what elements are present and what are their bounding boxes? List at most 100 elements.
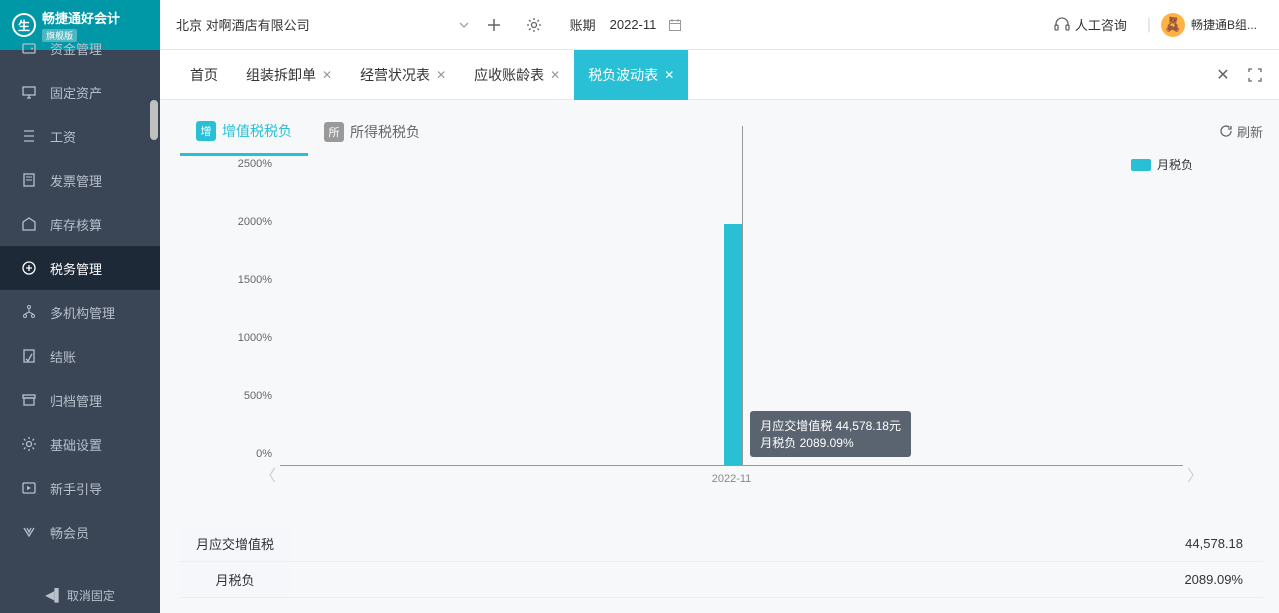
sidebar-pin-toggle[interactable]: ◀▌ 取消固定 [0, 577, 160, 613]
pin-icon: ◀▌ [45, 588, 63, 602]
sub-tab-0[interactable]: 增增值税税负 [180, 108, 308, 156]
refresh-label: 刷新 [1237, 122, 1263, 141]
sub-tabs: 增增值税税负所所得税税负 刷新 [180, 108, 1263, 156]
sidebar-item-9[interactable]: 基础设置 [0, 422, 160, 466]
consult-label: 人工咨询 [1075, 15, 1127, 34]
tab-label: 首页 [190, 65, 218, 85]
company-selector[interactable]: 北京 对啊酒店有限公司 [176, 15, 318, 34]
chevron-down-icon[interactable] [458, 19, 470, 31]
sub-tab-label: 所得税税负 [350, 122, 420, 142]
tab-label: 经营状况表 [360, 65, 430, 85]
legend-swatch [1131, 159, 1151, 171]
sub-tab-icon: 所 [324, 122, 344, 142]
vip-icon [20, 523, 38, 541]
fullscreen-button[interactable] [1239, 59, 1271, 91]
refresh-icon [1219, 124, 1233, 138]
data-table: 月应交增值税44,578.18月税负2089.09% [180, 526, 1263, 598]
table-row-label: 月应交增值税 [180, 526, 290, 561]
refresh-button[interactable]: 刷新 [1219, 122, 1263, 141]
period-label: 账期 [570, 15, 596, 34]
tab-close-icon[interactable]: ✕ [550, 68, 560, 82]
sidebar-item-label: 新手引导 [50, 479, 102, 498]
user-avatar[interactable]: 🧸 [1161, 13, 1185, 37]
tab-label: 应收账龄表 [474, 65, 544, 85]
table-row: 月应交增值税44,578.18 [180, 526, 1263, 562]
tab-4[interactable]: 税负波动表 ✕ [574, 50, 688, 100]
guide-icon [20, 479, 38, 497]
sidebar-item-label: 发票管理 [50, 171, 102, 190]
calendar-icon[interactable] [668, 18, 682, 32]
tabs-actions: ✕ [1207, 59, 1279, 91]
settings-icon [20, 435, 38, 453]
org-icon [20, 303, 38, 321]
sidebar-item-4[interactable]: 库存核算 [0, 202, 160, 246]
period-value[interactable]: 2022-11 [604, 15, 663, 34]
sidebar-item-7[interactable]: 结账 [0, 334, 160, 378]
y-tick: 2000% [238, 216, 272, 228]
tab-close-icon[interactable]: ✕ [436, 68, 446, 82]
invoice-icon [20, 171, 38, 189]
wallet-icon [20, 39, 38, 57]
asset-icon [20, 83, 38, 101]
sidebar-item-2[interactable]: 工资 [0, 114, 160, 158]
tab-label: 组装拆卸单 [246, 65, 316, 85]
tab-0[interactable]: 首页 [176, 50, 232, 100]
sidebar-item-label: 畅会员 [50, 523, 89, 542]
y-axis: 0%500%1000%1500%2000%2500% [230, 176, 280, 466]
sub-tab-icon: 增 [196, 121, 216, 141]
chart-tooltip: 月应交增值税 44,578.18元月税负 2089.09% [750, 411, 911, 457]
chart-guide-line [742, 126, 743, 465]
company-name: 北京 对啊酒店有限公司 [176, 15, 310, 34]
table-row: 月税负2089.09% [180, 562, 1263, 598]
settings-button[interactable] [518, 9, 550, 41]
close-book-icon [20, 347, 38, 365]
sidebar-item-label: 税务管理 [50, 259, 102, 278]
sidebar-item-label: 多机构管理 [50, 303, 115, 322]
sidebar: 生 畅捷通好会计 旗舰版 资金管理固定资产工资发票管理库存核算税务管理多机构管理… [0, 0, 160, 613]
close-tab-button[interactable]: ✕ [1207, 59, 1239, 91]
tab-1[interactable]: 组装拆卸单 ✕ [232, 50, 346, 100]
chart-bar[interactable] [724, 224, 742, 465]
salary-icon [20, 127, 38, 145]
tab-label: 税负波动表 [588, 65, 658, 85]
sidebar-item-label: 固定资产 [50, 83, 102, 102]
headset-icon [1053, 16, 1071, 34]
y-tick: 1000% [238, 332, 272, 344]
tab-3[interactable]: 应收账龄表 ✕ [460, 50, 574, 100]
tax-chart: 月税负 0%500%1000%1500%2000%2500% 2022-11 月… [180, 156, 1263, 496]
archive-icon [20, 391, 38, 409]
sidebar-item-3[interactable]: 发票管理 [0, 158, 160, 202]
tooltip-line-1: 月应交增值税 44,578.18元 [760, 417, 901, 434]
sidebar-item-11[interactable]: 畅会员 [0, 510, 160, 554]
table-row-value: 44,578.18 [290, 536, 1263, 551]
scrollbar-thumb[interactable] [150, 100, 158, 140]
sidebar-item-1[interactable]: 固定资产 [0, 70, 160, 114]
y-tick: 0% [256, 448, 272, 460]
user-name[interactable]: 畅捷通B组... [1191, 16, 1257, 33]
sidebar-item-6[interactable]: 多机构管理 [0, 290, 160, 334]
add-button[interactable] [478, 9, 510, 41]
tab-close-icon[interactable]: ✕ [664, 68, 674, 82]
top-header: 北京 对啊酒店有限公司 账期 2022-11 人工咨询 | 🧸 畅捷通B组... [160, 0, 1279, 50]
tax-icon [20, 259, 38, 277]
sidebar-item-10[interactable]: 新手引导 [0, 466, 160, 510]
sidebar-item-5[interactable]: 税务管理 [0, 246, 160, 290]
sub-tab-1[interactable]: 所所得税税负 [308, 108, 436, 156]
y-tick: 500% [244, 390, 272, 402]
y-tick: 1500% [238, 274, 272, 286]
chart-next-button[interactable]: 〉 [1187, 462, 1203, 486]
legend-label: 月税负 [1157, 156, 1193, 173]
tab-2[interactable]: 经营状况表 ✕ [346, 50, 460, 100]
tab-close-icon[interactable]: ✕ [322, 68, 332, 82]
brand-logo-icon: 生 [12, 13, 36, 37]
content-area: 增增值税税负所所得税税负 刷新 月税负 0% 500% 1000% 1500% 2000… [160, 100, 1279, 613]
sidebar-pin-label: 取消固定 [67, 587, 115, 604]
chart-legend: 月税负 [1131, 156, 1193, 173]
sidebar-item-label: 库存核算 [50, 215, 102, 234]
sidebar-item-8[interactable]: 归档管理 [0, 378, 160, 422]
sidebar-item-label: 基础设置 [50, 435, 102, 454]
chart-prev-button[interactable]: 〈 [260, 462, 276, 486]
tooltip-line-2: 月税负 2089.09% [760, 434, 901, 451]
consult-button[interactable]: 人工咨询 [1053, 15, 1127, 34]
table-row-value: 2089.09% [290, 572, 1263, 587]
